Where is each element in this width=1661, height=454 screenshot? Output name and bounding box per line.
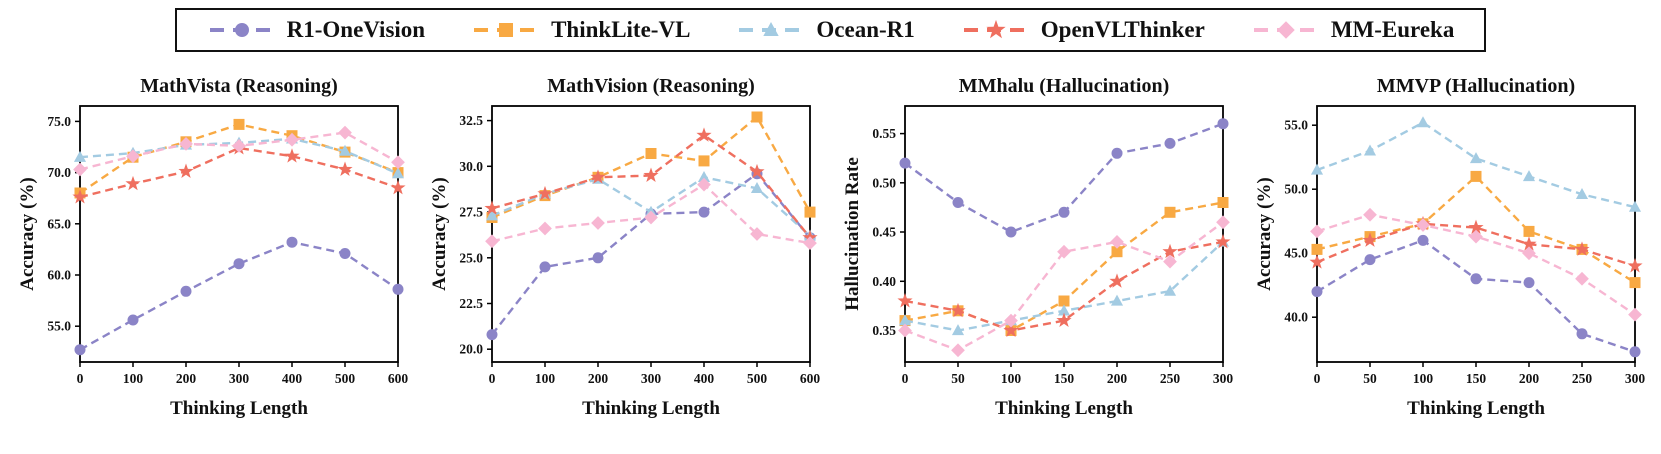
chart-mmvp: 40.0 45.0 50.0 55.0 0 50 100 150 200 250 300 MMVP (…: [1253, 62, 1645, 429]
svg-text:300: 300: [1625, 371, 1645, 386]
chart-canvas-mmhalu: 0.35 0.40 0.45 0.50 0.55 0 50 100 150 200 250 300 MM…: [842, 75, 1233, 419]
svg-text:Thinking Length: Thinking Length: [1407, 398, 1545, 419]
svg-text:500: 500: [747, 371, 768, 386]
svg-text:0: 0: [489, 371, 496, 386]
svg-text:200: 200: [1519, 371, 1540, 386]
svg-text:Thinking Length: Thinking Length: [995, 398, 1133, 419]
svg-text:400: 400: [282, 371, 303, 386]
svg-text:0.55: 0.55: [872, 126, 896, 141]
svg-text:0.40: 0.40: [872, 274, 896, 289]
chart-canvas-mmvp: 40.0 45.0 50.0 55.0 0 50 100 150 200 250 300 MMVP (…: [1254, 75, 1645, 419]
svg-text:Accuracy (%): Accuracy (%): [429, 177, 450, 290]
legend-item-r1-onevision: R1-OneVision: [207, 17, 425, 43]
svg-text:0: 0: [901, 371, 908, 386]
svg-text:50: 50: [1363, 371, 1377, 386]
svg-text:250: 250: [1572, 371, 1593, 386]
svg-text:25.0: 25.0: [460, 250, 484, 265]
svg-text:250: 250: [1160, 371, 1181, 386]
legend-item-openvlthinker: OpenVLThinker: [961, 17, 1205, 43]
svg-text:40.0: 40.0: [1284, 310, 1308, 325]
svg-text:75.0: 75.0: [47, 114, 71, 129]
svg-text:Accuracy (%): Accuracy (%): [1254, 177, 1275, 290]
svg-text:0.45: 0.45: [872, 225, 896, 240]
svg-text:100: 100: [535, 371, 556, 386]
svg-text:60.0: 60.0: [47, 268, 71, 283]
svg-text:20.0: 20.0: [460, 342, 484, 357]
legend-wrap: R1-OneVision ThinkLite-VL Ocean-R1 OpenV…: [0, 8, 1661, 52]
svg-text:MathVista (Reasoning): MathVista (Reasoning): [140, 75, 338, 97]
svg-text:45.0: 45.0: [1284, 246, 1308, 261]
legend-marker-star-icon: [963, 19, 1028, 39]
legend-marker-square-icon: [474, 23, 539, 37]
svg-text:22.5: 22.5: [460, 296, 484, 311]
svg-text:600: 600: [800, 371, 820, 386]
svg-text:200: 200: [1107, 371, 1128, 386]
chart-canvas-mathvision: 20.0 22.5 25.0 27.5 30.0 32.5 0 100 200 300 400 500…: [429, 75, 820, 419]
svg-text:400: 400: [694, 371, 715, 386]
svg-text:500: 500: [335, 371, 356, 386]
svg-text:0.35: 0.35: [872, 323, 896, 338]
svg-text:0: 0: [77, 371, 84, 386]
svg-text:200: 200: [176, 371, 197, 386]
legend: R1-OneVision ThinkLite-VL Ocean-R1 OpenV…: [174, 8, 1487, 52]
chart-mmhalu: 0.35 0.40 0.45 0.50 0.55 0 50 100 150 200 250 300 MM…: [841, 62, 1233, 429]
svg-text:150: 150: [1466, 371, 1487, 386]
svg-text:0: 0: [1314, 371, 1321, 386]
svg-text:150: 150: [1054, 371, 1075, 386]
svg-text:55.0: 55.0: [1284, 118, 1308, 133]
svg-text:600: 600: [388, 371, 408, 386]
svg-text:100: 100: [1413, 371, 1434, 386]
svg-text:Thinking Length: Thinking Length: [582, 398, 720, 419]
svg-text:55.0: 55.0: [47, 319, 71, 334]
svg-text:70.0: 70.0: [47, 165, 71, 180]
svg-text:65.0: 65.0: [47, 216, 71, 231]
svg-text:0.50: 0.50: [872, 175, 896, 190]
legend-label: ThinkLite-VL: [551, 17, 691, 42]
svg-text:Accuracy (%): Accuracy (%): [17, 177, 38, 290]
svg-text:300: 300: [229, 371, 250, 386]
legend-item-mm-eureka: MM-Eureka: [1251, 17, 1455, 43]
svg-text:32.5: 32.5: [460, 113, 484, 128]
legend-marker-diamond-icon: [1253, 21, 1318, 39]
svg-text:Hallucination Rate: Hallucination Rate: [842, 157, 863, 311]
svg-text:200: 200: [588, 371, 609, 386]
legend-label: R1-OneVision: [286, 17, 426, 42]
svg-text:MathVision (Reasoning): MathVision (Reasoning): [548, 75, 756, 97]
legend-label: MM-Eureka: [1330, 17, 1455, 42]
svg-text:50.0: 50.0: [1284, 182, 1308, 197]
legend-label: OpenVLThinker: [1040, 17, 1205, 42]
chart-mathvista: 55.0 60.0 65.0 70.0 75.0 0 100 200 300 400 500 600 M…: [16, 62, 408, 429]
svg-text:300: 300: [641, 371, 662, 386]
chart-canvas-mathvista: 55.0 60.0 65.0 70.0 75.0 0 100 200 300 400 500 600 M…: [17, 75, 408, 419]
svg-text:100: 100: [123, 371, 144, 386]
legend-item-thinklite-vl: ThinkLite-VL: [471, 17, 690, 43]
svg-text:100: 100: [1001, 371, 1022, 386]
svg-text:MMhalu (Hallucination): MMhalu (Hallucination): [958, 75, 1169, 97]
svg-text:50: 50: [951, 371, 965, 386]
svg-text:30.0: 30.0: [460, 159, 484, 174]
svg-text:300: 300: [1213, 371, 1233, 386]
legend-marker-circle-icon: [209, 23, 274, 37]
svg-text:27.5: 27.5: [460, 205, 484, 220]
legend-label: Ocean-R1: [816, 17, 915, 42]
svg-text:MMVP (Hallucination): MMVP (Hallucination): [1377, 75, 1575, 97]
svg-text:Thinking Length: Thinking Length: [170, 398, 308, 419]
chart-mathvision: 20.0 22.5 25.0 27.5 30.0 32.5 0 100 200 300 400 500…: [428, 62, 820, 429]
legend-item-ocean-r1: Ocean-R1: [736, 17, 915, 43]
charts-row: 55.0 60.0 65.0 70.0 75.0 0 100 200 300 400 500 600 M…: [0, 62, 1661, 429]
legend-marker-triangle-icon: [739, 21, 804, 36]
